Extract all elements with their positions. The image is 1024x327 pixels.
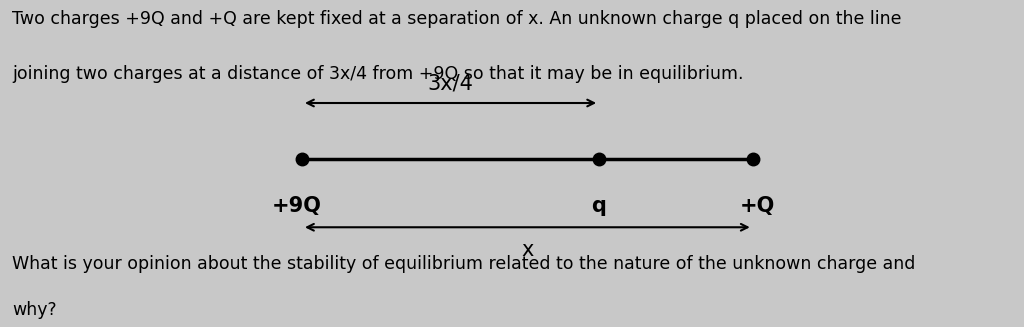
Text: why?: why? — [12, 301, 57, 319]
Text: 3x/4: 3x/4 — [428, 73, 473, 93]
Text: q: q — [592, 196, 606, 216]
Text: What is your opinion about the stability of equilibrium related to the nature of: What is your opinion about the stability… — [12, 255, 915, 273]
Text: +Q: +Q — [740, 196, 775, 216]
Text: +9Q: +9Q — [272, 196, 322, 216]
Text: joining two charges at a distance of 3x/4 from +9Q so that it may be in equilibr: joining two charges at a distance of 3x/… — [12, 65, 743, 83]
Text: x: x — [521, 240, 534, 260]
Text: Two charges +9Q and +Q are kept fixed at a separation of x. An unknown charge q : Two charges +9Q and +Q are kept fixed at… — [12, 10, 902, 28]
